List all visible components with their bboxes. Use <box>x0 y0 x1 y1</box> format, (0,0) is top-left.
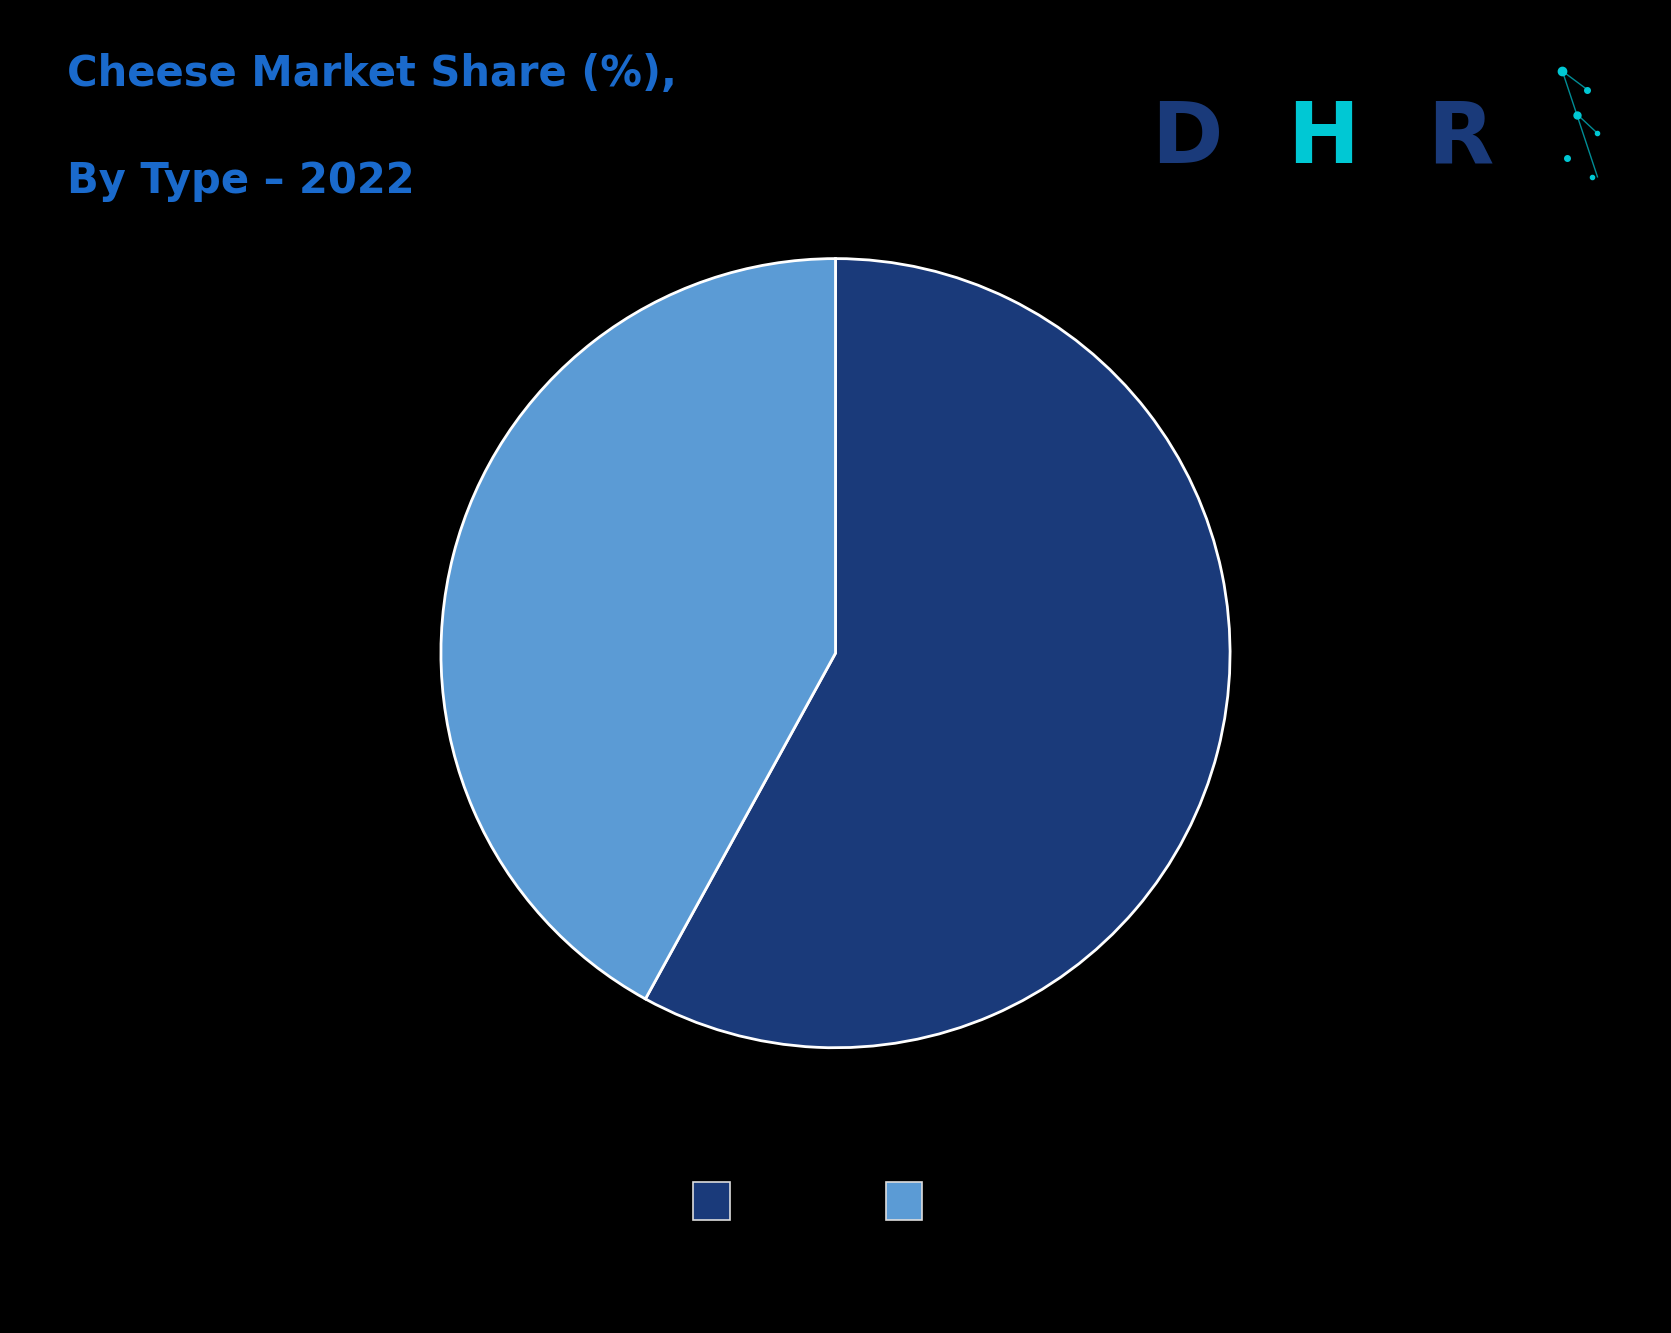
Wedge shape <box>645 259 1230 1048</box>
Text: D: D <box>1151 99 1223 181</box>
Text: H: H <box>1287 99 1359 181</box>
Text: R: R <box>1427 99 1494 181</box>
Text: By Type – 2022: By Type – 2022 <box>67 160 414 203</box>
Wedge shape <box>441 259 836 998</box>
Text: Cheese Market Share (%),: Cheese Market Share (%), <box>67 53 677 96</box>
